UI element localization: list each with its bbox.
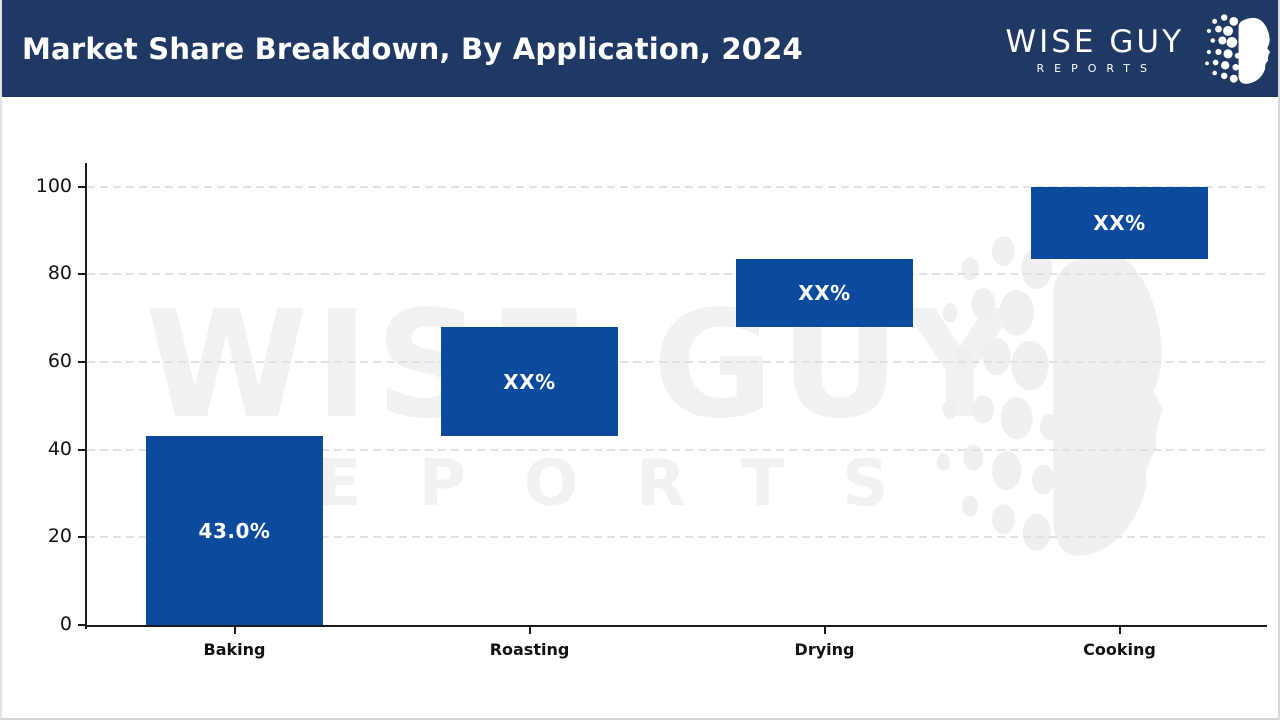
gridline bbox=[87, 185, 1267, 188]
bar: XX% bbox=[441, 326, 618, 437]
chart-title: Market Share Breakdown, By Application, … bbox=[22, 31, 803, 66]
x-axis-tick bbox=[528, 627, 531, 634]
y-tick-label: 40 bbox=[47, 437, 72, 460]
y-tick-label: 20 bbox=[47, 525, 72, 548]
gridline bbox=[87, 360, 1267, 363]
wiseguy-logo: WISE GUY REPORTS bbox=[1005, 10, 1272, 92]
logo-subtitle: REPORTS bbox=[1036, 62, 1157, 75]
category-label: Baking bbox=[203, 640, 266, 659]
category-label: Drying bbox=[794, 640, 855, 659]
y-axis-tick bbox=[78, 185, 86, 188]
y-axis-tick bbox=[78, 448, 86, 451]
y-axis-tick bbox=[78, 536, 86, 539]
y-tick-label: 100 bbox=[35, 174, 72, 197]
y-axis-line bbox=[85, 163, 87, 629]
bar: XX% bbox=[736, 258, 913, 327]
waterfall-chart: WISE GUY REPORTS 0 20 40 60 80 100 43.0% Baking… bbox=[2, 97, 1278, 718]
y-axis-tick bbox=[78, 624, 86, 626]
y-axis-tick bbox=[78, 360, 86, 363]
bar: XX% bbox=[1031, 186, 1208, 259]
y-axis-tick bbox=[78, 273, 86, 276]
y-tick-label: 60 bbox=[47, 349, 72, 372]
category-label: Cooking bbox=[1083, 640, 1156, 659]
watermark-face-icon bbox=[936, 236, 1164, 556]
x-axis-tick bbox=[233, 627, 236, 634]
category-label: Roasting bbox=[489, 640, 570, 659]
x-axis-tick bbox=[823, 627, 826, 634]
gridline bbox=[87, 536, 1267, 539]
gridline bbox=[87, 273, 1267, 276]
header-bar: Market Share Breakdown, By Application, … bbox=[2, 0, 1278, 97]
x-axis-line bbox=[85, 625, 1267, 627]
gridline bbox=[87, 448, 1267, 451]
dotted-face-icon bbox=[1205, 13, 1271, 84]
bar-value-label: XX% bbox=[798, 280, 851, 305]
logo-wordmark-block: WISE GUY REPORTS bbox=[1005, 24, 1184, 75]
bar-value-label: XX% bbox=[503, 369, 556, 394]
logo-wordmark: WISE GUY bbox=[1005, 24, 1184, 60]
watermark-subtitle: REPORTS bbox=[210, 447, 947, 521]
y-tick-label: 80 bbox=[47, 262, 72, 285]
bar-value-label: XX% bbox=[1093, 210, 1146, 235]
y-tick-label: 0 bbox=[59, 613, 72, 635]
bar: 43.0% bbox=[146, 436, 323, 625]
x-axis-tick bbox=[1118, 627, 1121, 634]
bar-value-label: 43.0% bbox=[198, 518, 271, 543]
